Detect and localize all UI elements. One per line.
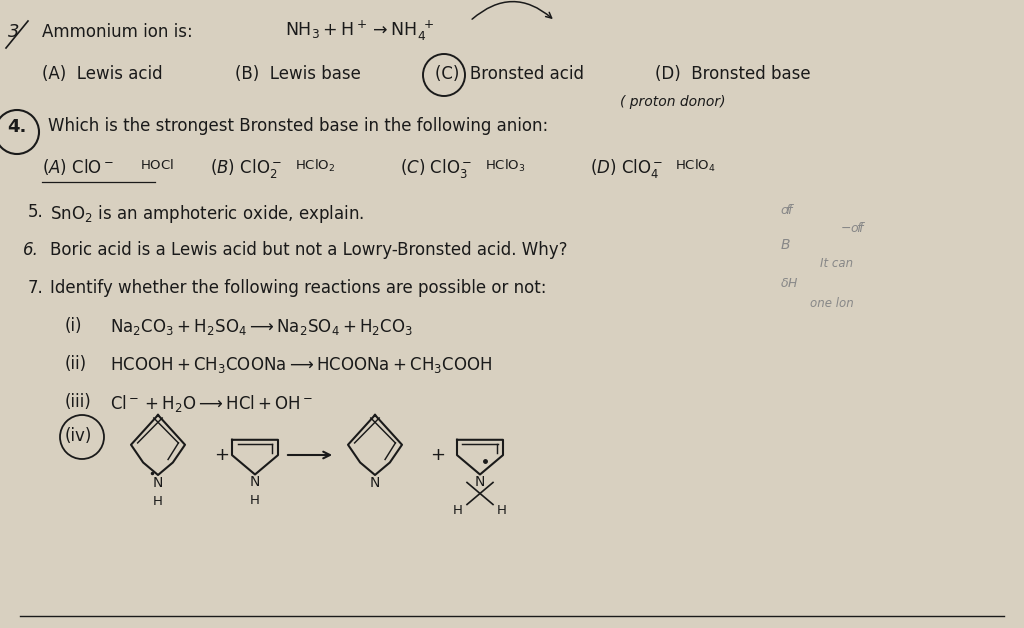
Text: $-o\!f\!f$: $-o\!f\!f$ bbox=[840, 221, 866, 235]
Text: $\mathrm{HOCl}$: $\mathrm{HOCl}$ bbox=[140, 158, 174, 172]
Text: $\mathrm{Na_2CO_3 + H_2SO_4 \longrightarrow Na_2SO_4 + H_2CO_3}$: $\mathrm{Na_2CO_3 + H_2SO_4 \longrightar… bbox=[110, 317, 414, 337]
Text: N: N bbox=[475, 475, 485, 489]
Text: (ii): (ii) bbox=[65, 355, 87, 373]
Text: +: + bbox=[430, 446, 445, 464]
Text: (B)  Lewis base: (B) Lewis base bbox=[234, 65, 360, 83]
Text: N: N bbox=[153, 476, 163, 490]
Text: H: H bbox=[153, 495, 163, 508]
Text: $o\!f\!f$: $o\!f\!f$ bbox=[780, 203, 796, 217]
Text: N: N bbox=[250, 475, 260, 489]
Text: (iv): (iv) bbox=[65, 427, 92, 445]
Text: $\mathrm{HClO_2}$: $\mathrm{HClO_2}$ bbox=[295, 158, 335, 174]
Text: $\mathrm{HClO_3}$: $\mathrm{HClO_3}$ bbox=[485, 158, 525, 174]
Text: $B$: $B$ bbox=[780, 238, 791, 252]
Text: H: H bbox=[453, 504, 463, 517]
Text: It can: It can bbox=[820, 257, 853, 270]
Text: Boric acid is a Lewis acid but not a Lowry-Bronsted acid. Why?: Boric acid is a Lewis acid but not a Low… bbox=[50, 241, 567, 259]
Text: 4.: 4. bbox=[7, 118, 27, 136]
Text: N: N bbox=[370, 476, 380, 490]
Text: $\mathrm{NH_3 + H^+ \rightarrow NH_4^{\ +}}$: $\mathrm{NH_3 + H^+ \rightarrow NH_4^{\ … bbox=[285, 19, 434, 43]
Text: $(A)\ \mathrm{ClO^-}$: $(A)\ \mathrm{ClO^-}$ bbox=[42, 157, 114, 177]
Text: 5.: 5. bbox=[28, 203, 44, 221]
Text: 3: 3 bbox=[8, 23, 19, 41]
Text: (i): (i) bbox=[65, 317, 83, 335]
Text: 6.: 6. bbox=[23, 241, 39, 259]
Text: 7.: 7. bbox=[28, 279, 44, 297]
Text: $\mathrm{HClO_4}$: $\mathrm{HClO_4}$ bbox=[675, 158, 716, 174]
Text: $\mathrm{SnO_2}$ is an amphoteric oxide, explain.: $\mathrm{SnO_2}$ is an amphoteric oxide,… bbox=[50, 203, 365, 225]
Text: Identify whether the following reactions are possible or not:: Identify whether the following reactions… bbox=[50, 279, 547, 297]
Text: $(C)\ \mathrm{ClO_3^-}$: $(C)\ \mathrm{ClO_3^-}$ bbox=[400, 157, 472, 180]
Text: $\delta H$: $\delta H$ bbox=[780, 277, 799, 290]
Text: H: H bbox=[497, 504, 507, 517]
Text: $\mathrm{HCOOH + CH_3COONa \longrightarrow HCOONa + CH_3COOH}$: $\mathrm{HCOOH + CH_3COONa \longrightarr… bbox=[110, 355, 493, 375]
Text: one lon: one lon bbox=[810, 297, 854, 310]
Text: ( proton donor): ( proton donor) bbox=[620, 95, 725, 109]
Text: (D)  Bronsted base: (D) Bronsted base bbox=[655, 65, 811, 83]
Text: H: H bbox=[250, 494, 260, 507]
Text: $(D)\ \mathrm{ClO_4^-}$: $(D)\ \mathrm{ClO_4^-}$ bbox=[590, 157, 664, 180]
Text: $(B)\ \mathrm{ClO_2^-}$: $(B)\ \mathrm{ClO_2^-}$ bbox=[210, 157, 282, 180]
Text: (C)  Bronsted acid: (C) Bronsted acid bbox=[435, 65, 584, 83]
Text: (A)  Lewis acid: (A) Lewis acid bbox=[42, 65, 163, 83]
Text: (iii): (iii) bbox=[65, 393, 92, 411]
Text: $\mathrm{Cl^- + H_2O \longrightarrow HCl + OH^-}$: $\mathrm{Cl^- + H_2O \longrightarrow HCl… bbox=[110, 393, 313, 414]
Text: Which is the strongest Bronsted base in the following anion:: Which is the strongest Bronsted base in … bbox=[48, 117, 548, 135]
Text: Ammonium ion is:: Ammonium ion is: bbox=[42, 23, 193, 41]
Text: +: + bbox=[214, 446, 229, 464]
